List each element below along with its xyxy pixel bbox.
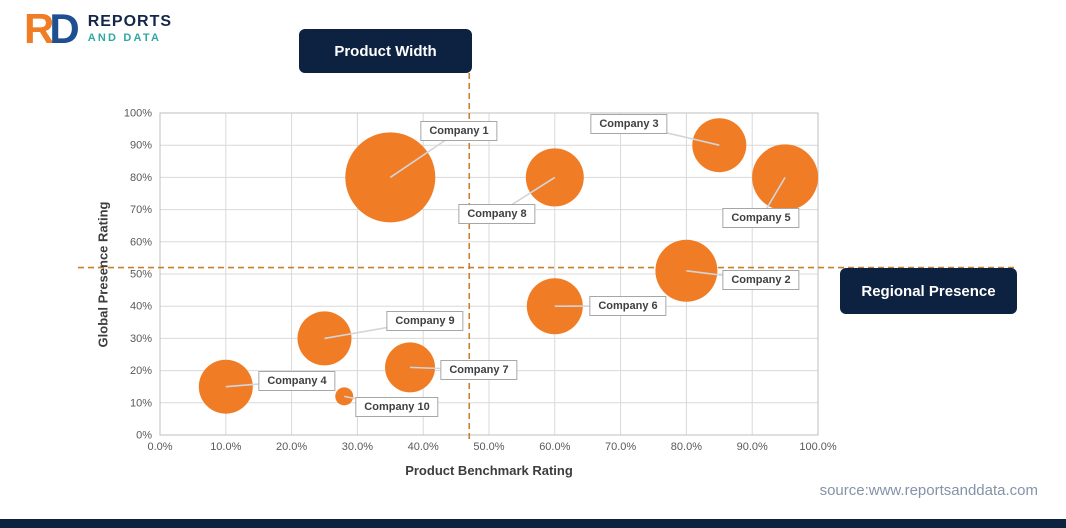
plot-border bbox=[159, 112, 819, 436]
y-tick-label: 90% bbox=[130, 140, 152, 152]
y-tick-label: 40% bbox=[130, 301, 152, 313]
logo-text: REPORTS AND DATA bbox=[88, 13, 172, 44]
label-leader-line bbox=[344, 395, 398, 408]
x-tick-label: 100.0% bbox=[799, 441, 837, 453]
product-width-callout: Product Width bbox=[299, 29, 472, 73]
y-tick-label: 100% bbox=[124, 108, 152, 120]
y-tick-label: 10% bbox=[130, 397, 152, 409]
x-tick-label: 80.0% bbox=[671, 441, 702, 453]
x-tick-label: 50.0% bbox=[473, 441, 504, 453]
y-tick-label: 70% bbox=[130, 204, 152, 216]
product-width-label: Product Width bbox=[334, 42, 437, 60]
regional-presence-label: Regional Presence bbox=[861, 282, 996, 300]
bottom-accent-bar bbox=[0, 519, 1066, 528]
y-tick-label: 20% bbox=[130, 365, 152, 377]
y-tick-label: 50% bbox=[130, 269, 152, 281]
source-text: source:www.reportsanddata.com bbox=[819, 482, 1038, 499]
y-tick-label: 80% bbox=[130, 172, 152, 184]
x-tick-label: 0.0% bbox=[147, 441, 172, 453]
y-tick-label: 30% bbox=[130, 333, 152, 345]
y-tick-label: 0% bbox=[136, 430, 152, 442]
regional-presence-callout: Regional Presence bbox=[840, 268, 1017, 314]
logo-text-and-data: AND DATA bbox=[87, 31, 162, 44]
x-tick-label: 10.0% bbox=[210, 441, 241, 453]
x-tick-label: 30.0% bbox=[342, 441, 373, 453]
x-tick-label: 90.0% bbox=[737, 441, 768, 453]
x-tick-label: 70.0% bbox=[605, 441, 636, 453]
x-tick-label: 20.0% bbox=[276, 441, 307, 453]
logo-monogram-icon: RD bbox=[24, 8, 81, 50]
y-axis-title: Global Presence Rating bbox=[95, 201, 111, 347]
reports-and-data-logo: RD REPORTS AND DATA bbox=[24, 8, 172, 50]
x-tick-label: 60.0% bbox=[539, 441, 570, 453]
logo-text-reports: REPORTS bbox=[87, 13, 173, 31]
x-tick-label: 40.0% bbox=[408, 441, 439, 453]
y-tick-label: 60% bbox=[130, 236, 152, 248]
x-axis-title: Product Benchmark Rating bbox=[405, 463, 573, 478]
